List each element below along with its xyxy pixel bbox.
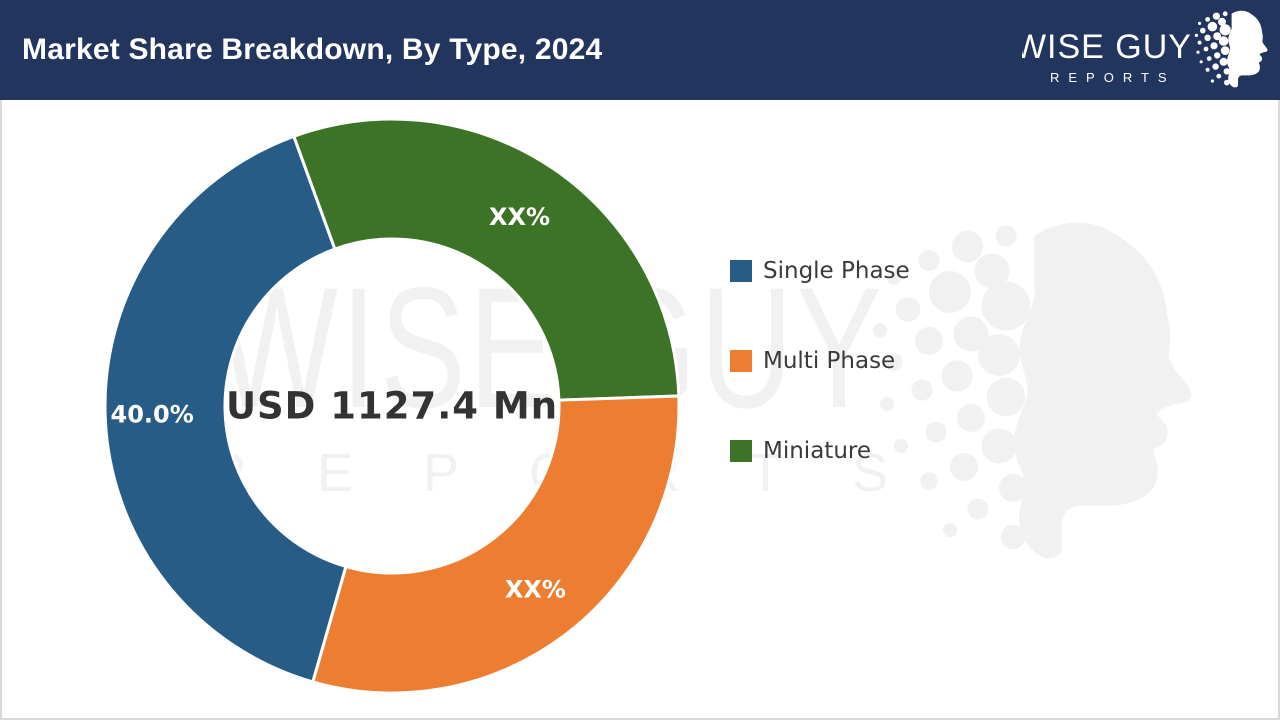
header-bar: Market Share Breakdown, By Type, 2024 WI… xyxy=(0,0,1280,100)
legend: Single Phase Multi Phase Miniature xyxy=(730,257,910,527)
logo-wordmark: WISE GUY xyxy=(1022,28,1192,66)
logo-subtitle: REPORTS xyxy=(1050,70,1176,85)
legend-item-multi-phase: Multi Phase xyxy=(730,347,910,375)
legend-swatch xyxy=(730,440,752,462)
chart-title: Market Share Breakdown, By Type, 2024 xyxy=(22,33,603,66)
slice-single-phase xyxy=(103,134,348,684)
donut-chart: 40.0% XX% XX% xyxy=(103,117,681,695)
legend-label: Miniature xyxy=(763,438,871,464)
legend-item-single-phase: Single Phase xyxy=(730,257,910,285)
slice-label-miniature: XX% xyxy=(489,203,550,231)
slice-label-single-phase: 40.0% xyxy=(111,400,194,428)
slice-label-multi-phase: XX% xyxy=(505,576,566,604)
slice-multi-phase xyxy=(311,394,681,695)
wise-guy-logo: WISE GUY REPORTS xyxy=(1022,10,1268,88)
legend-swatch xyxy=(730,260,752,282)
legend-label: Single Phase xyxy=(763,258,910,284)
chart-area: WISE GUY REPORTS 40.0%XX%XX% USD 1127.4 … xyxy=(0,100,1280,720)
slice-miniature xyxy=(291,117,681,402)
center-value: USD 1127.4 Mn xyxy=(225,384,559,428)
legend-item-miniature: Miniature xyxy=(730,437,910,465)
legend-label: Multi Phase xyxy=(763,348,896,374)
legend-swatch xyxy=(730,350,752,372)
logo-face-icon xyxy=(1194,10,1268,88)
